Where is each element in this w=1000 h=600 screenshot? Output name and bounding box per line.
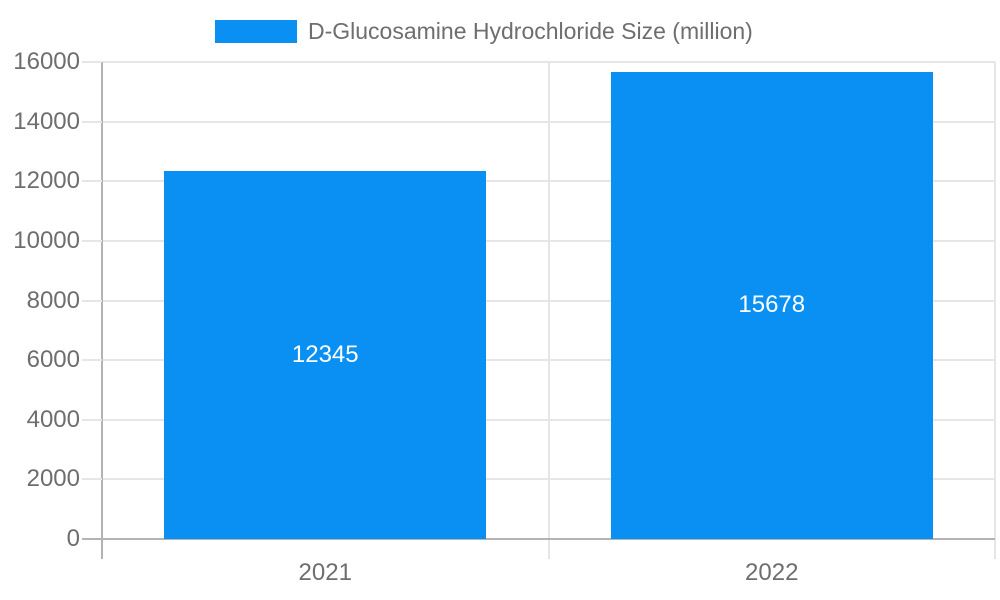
y-axis-tick <box>82 478 102 481</box>
legend-swatch <box>215 20 297 43</box>
x-axis-line <box>100 538 995 540</box>
y-axis-label: 0 <box>66 525 80 552</box>
legend-label: D-Glucosamine Hydrochloride Size (millio… <box>308 18 753 44</box>
category-boundary-line <box>547 62 550 559</box>
x-axis-label: 2021 <box>298 559 352 586</box>
y-axis-tick <box>82 239 102 242</box>
y-axis-label: 14000 <box>13 107 80 135</box>
y-axis-label: 6000 <box>26 346 80 374</box>
y-axis-tick <box>82 359 102 362</box>
x-axis-label: 2022 <box>745 559 799 586</box>
y-axis-label: 12000 <box>13 167 80 195</box>
y-axis-label: 8000 <box>26 286 80 314</box>
plot-area <box>100 61 996 559</box>
bar-value-label: 15678 <box>738 291 806 319</box>
category-boundary-line <box>994 62 996 559</box>
y-axis-label: 16000 <box>13 48 80 75</box>
y-axis-tick <box>82 180 102 183</box>
x-axis-tick <box>101 539 103 559</box>
y-axis-tick <box>82 538 102 540</box>
y-axis-label: 2000 <box>26 465 80 493</box>
legend: D-Glucosamine Hydrochloride Size (millio… <box>215 18 753 45</box>
bar-value-label: 12345 <box>291 340 359 368</box>
bar-2021 <box>164 170 487 539</box>
y-axis-label: 10000 <box>13 226 80 254</box>
y-axis-tick <box>82 61 102 63</box>
bar-2022 <box>610 71 933 539</box>
y-axis-tick <box>82 418 102 421</box>
y-axis-label: 4000 <box>26 405 80 433</box>
y-axis-line <box>101 62 103 539</box>
y-axis-tick <box>82 120 102 123</box>
y-axis-tick <box>82 299 102 302</box>
